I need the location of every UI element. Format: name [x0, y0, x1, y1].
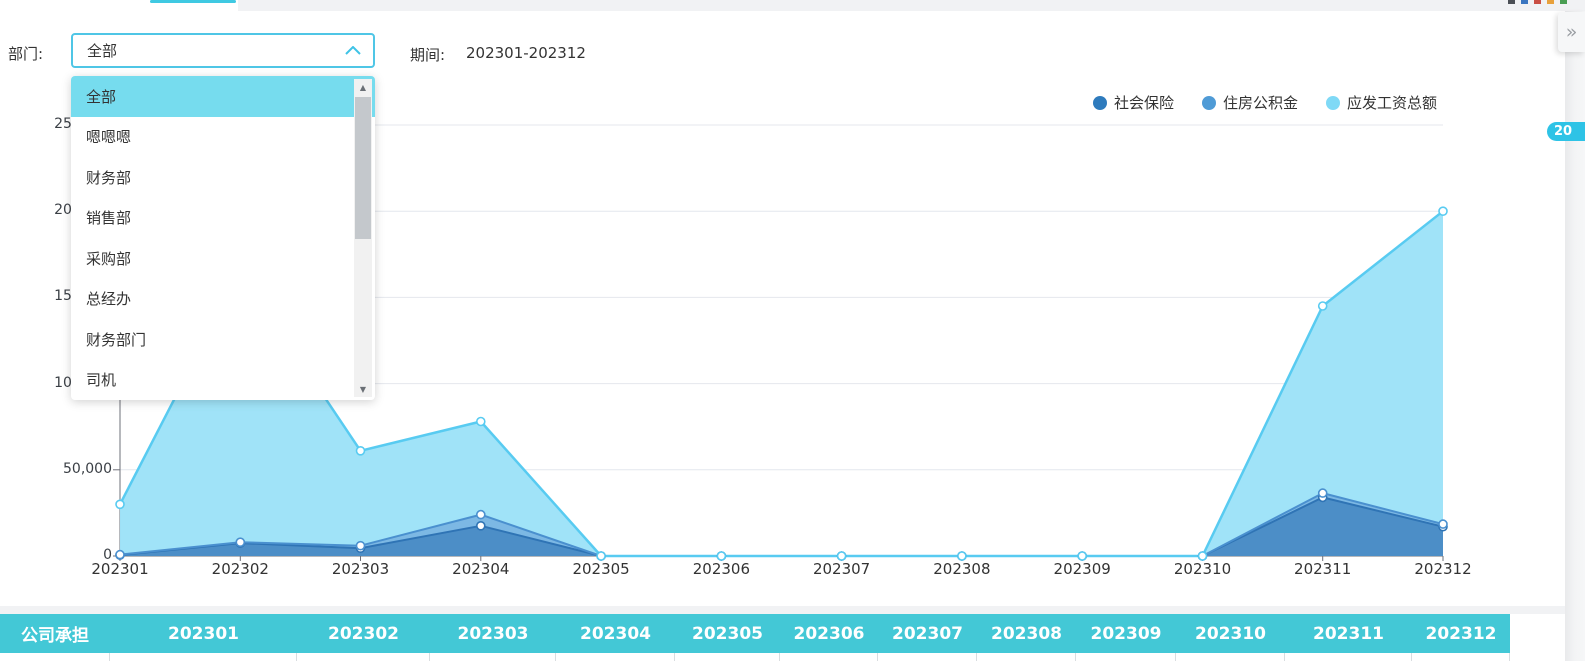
- legend-label: 应发工资总额: [1346, 94, 1437, 112]
- x-axis-label: 202304: [452, 560, 510, 578]
- table-col-header-202303: 202303: [457, 623, 529, 644]
- x-axis-label: 202311: [1294, 560, 1352, 578]
- department-label: 部门:: [8, 45, 44, 63]
- dropdown-scrollbar-thumb[interactable]: [355, 97, 371, 239]
- x-axis-label: 202308: [933, 560, 991, 578]
- legend-label: 社会保险: [1113, 94, 1174, 112]
- table-col-header-202304: 202304: [580, 623, 651, 644]
- chevrons-right-icon: »: [1565, 21, 1578, 43]
- legend-item-2[interactable]: 住房公积金: [1201, 92, 1298, 113]
- clipped-icon: [1560, 0, 1567, 4]
- chart-legend: 社会保险 住房公积金 应发工资总额: [1092, 92, 1437, 113]
- department-select-value: 全部: [87, 42, 118, 60]
- table-header-row: 公司承担 202301 202302 202303 202304 202305 202306…: [0, 614, 1510, 653]
- x-axis-label: 202312: [1414, 560, 1472, 578]
- table-col-header-202312: 202312: [1425, 623, 1497, 644]
- table-body-row-clipped: [0, 653, 1510, 661]
- y-axis-label: 50,000: [63, 460, 112, 477]
- dropdown-scrollbar[interactable]: ▲ ▼: [354, 79, 372, 397]
- clipped-toolbar-icons: [1508, 0, 1567, 4]
- table-body-cell: [977, 653, 1076, 661]
- dropdown-option-8[interactable]: 司机: [86, 371, 117, 390]
- salary-area-chart: [113, 118, 1448, 561]
- dropdown-option-7[interactable]: 财务部门: [86, 330, 147, 349]
- table-body-cell: [878, 653, 977, 661]
- table-body-cell: [297, 653, 430, 661]
- dropdown-option-6[interactable]: 总经办: [86, 290, 132, 309]
- table-body-cell: [110, 653, 297, 661]
- x-axis-label: 202309: [1053, 560, 1111, 578]
- table-body-cell: [1076, 653, 1176, 661]
- dropdown-option-4[interactable]: 销售部: [86, 209, 132, 228]
- clipped-icon: [1521, 0, 1528, 4]
- table-col-header-202307: 202307: [892, 623, 963, 644]
- dropdown-option-5[interactable]: 采购部: [86, 249, 132, 268]
- department-dropdown-panel: 全部嗯嗯嗯财务部销售部采购部总经办财务部门司机 ▲ ▼: [71, 76, 375, 400]
- table-body-cell: [0, 653, 110, 661]
- x-axis-label: 202307: [812, 560, 871, 578]
- legend-dot-icon: [1092, 95, 1107, 110]
- scroll-up-icon[interactable]: ▲: [359, 82, 367, 92]
- table-body-cell: [1176, 653, 1285, 661]
- table-body-cell: [780, 653, 878, 661]
- table-row-header: 公司承担: [21, 626, 89, 646]
- chevron-up-icon: [345, 46, 361, 55]
- x-axis-label: 202303: [331, 560, 390, 578]
- y-axis-label: 0: [103, 547, 112, 563]
- table-col-header-202309: 202309: [1090, 623, 1162, 644]
- dropdown-option-2[interactable]: 嗯嗯嗯: [86, 128, 132, 147]
- table-col-header-202301: 202301: [168, 623, 239, 644]
- legend-item-1[interactable]: 社会保险: [1092, 92, 1174, 113]
- top-strip-inactive-area: [238, 0, 1585, 11]
- table-col-header-202311: 202311: [1313, 623, 1384, 644]
- legend-label: 住房公积金: [1222, 94, 1298, 112]
- table-col-header-202308: 202308: [991, 623, 1062, 644]
- table-body-cell: [675, 653, 780, 661]
- x-axis-label: 202305: [572, 560, 630, 578]
- period-label: 期间:: [410, 46, 446, 64]
- table-body-cell: [1285, 653, 1412, 661]
- table-body-cell: [556, 653, 675, 661]
- clipped-icon: [1508, 0, 1515, 4]
- department-dropdown-list: 全部嗯嗯嗯财务部销售部采购部总经办财务部门司机: [71, 76, 375, 400]
- top-strip: [0, 0, 1585, 11]
- table-gap-band: [0, 606, 1585, 614]
- expand-panel-button[interactable]: »: [1558, 12, 1585, 52]
- period-badge[interactable]: 20: [1547, 122, 1585, 141]
- active-tab-underline: [150, 0, 236, 3]
- scroll-down-icon[interactable]: ▼: [359, 384, 367, 394]
- table-col-header-202306: 202306: [793, 623, 865, 644]
- table-body-cell: [430, 653, 556, 661]
- table-col-header-202302: 202302: [328, 623, 399, 644]
- legend-dot-icon: [1325, 95, 1340, 110]
- dropdown-option-3[interactable]: 财务部: [86, 168, 132, 187]
- x-axis-label: 202302: [211, 560, 269, 578]
- clipped-icon: [1534, 0, 1541, 4]
- legend-dot-icon: [1201, 95, 1216, 110]
- dropdown-option-1[interactable]: 全部: [71, 76, 375, 117]
- right-edge-rail: [1565, 11, 1585, 661]
- table-col-header-202305: 202305: [692, 623, 763, 644]
- period-value: 202301-202312: [466, 44, 586, 62]
- table-body-cell: [1412, 653, 1510, 661]
- clipped-icon: [1547, 0, 1554, 4]
- legend-item-3[interactable]: 应发工资总额: [1325, 92, 1437, 113]
- table-col-header-202310: 202310: [1195, 623, 1266, 644]
- x-axis-label: 202301: [91, 560, 149, 578]
- x-axis-label: 202310: [1173, 560, 1232, 578]
- x-axis-label: 202306: [692, 560, 751, 578]
- department-select[interactable]: 全部: [71, 33, 375, 68]
